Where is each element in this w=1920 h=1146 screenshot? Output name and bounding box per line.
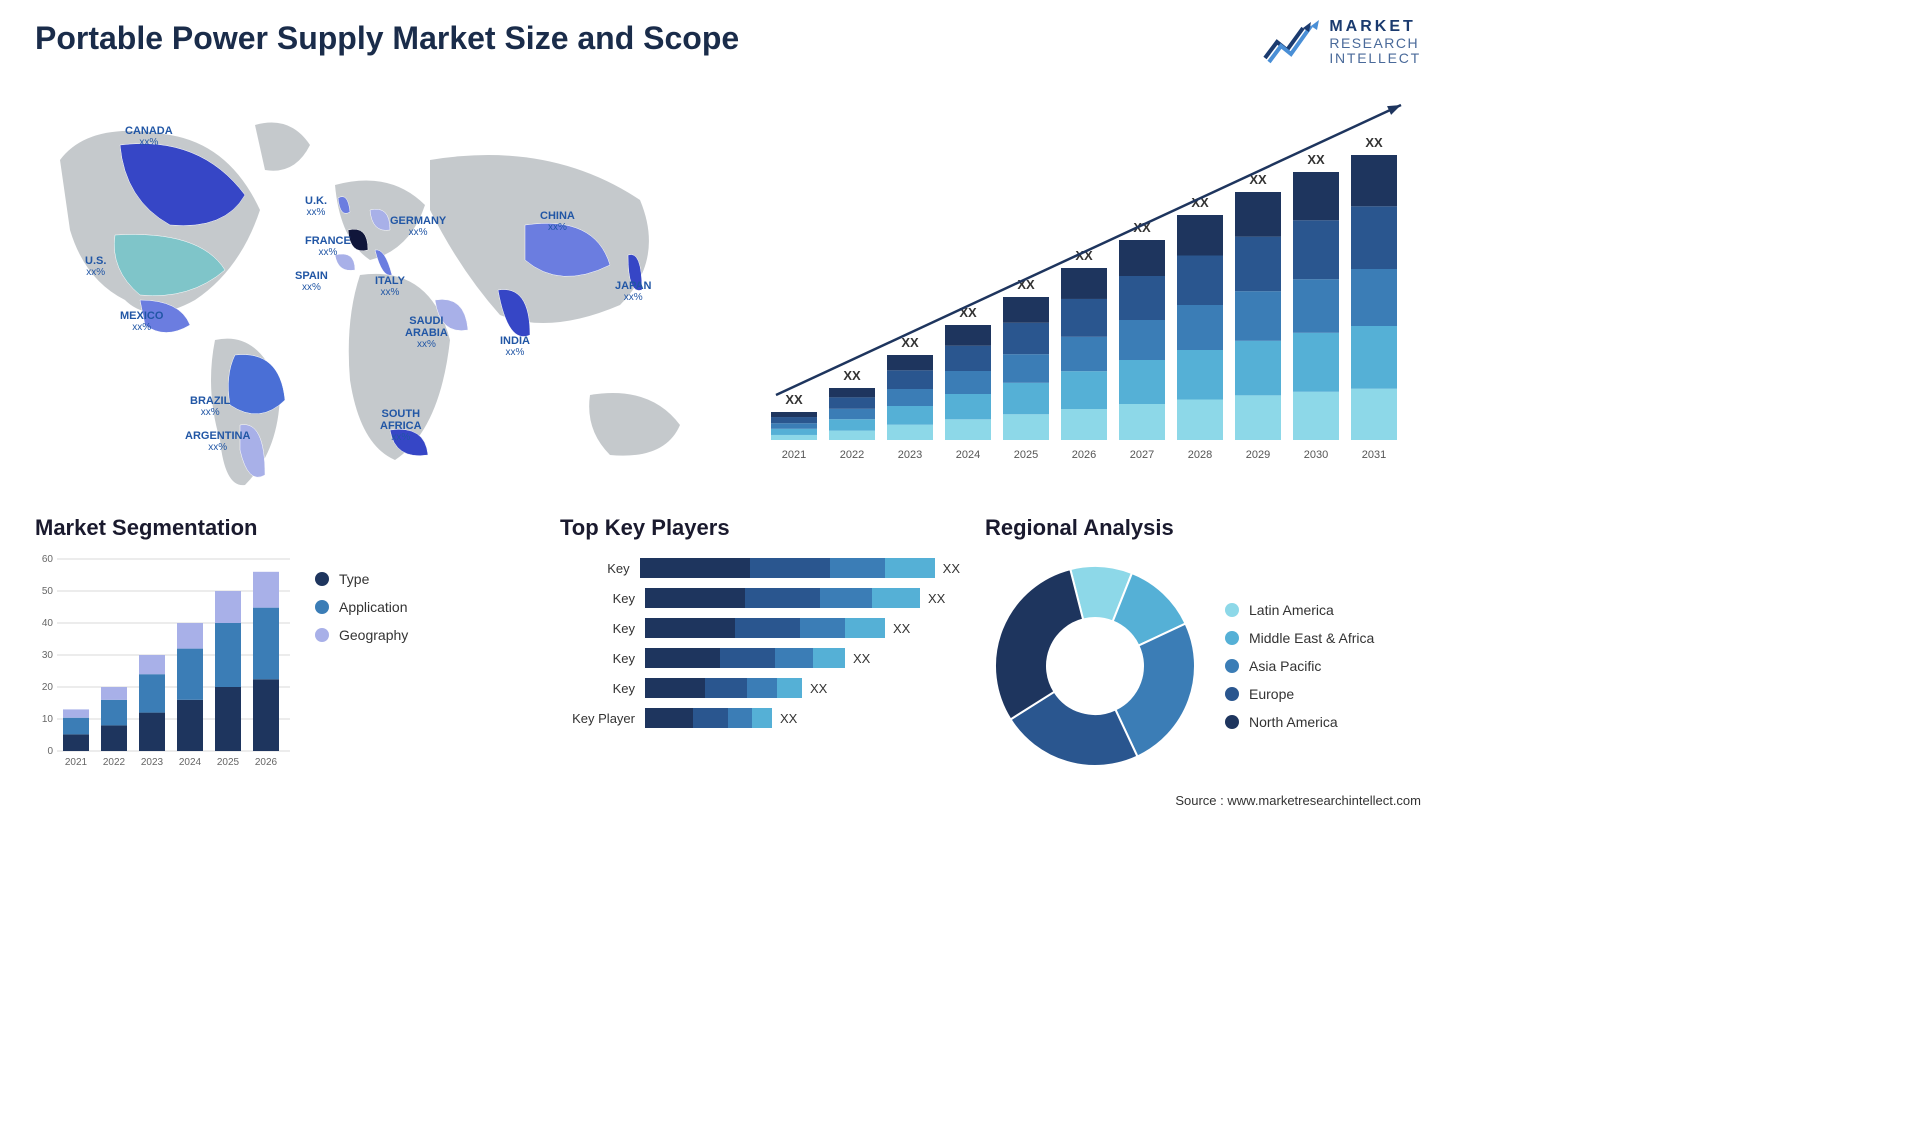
- regional-panel: Regional Analysis Latin America Middle Ea…: [985, 515, 1425, 785]
- brand-logo: MARKET RESEARCH INTELLECT: [1263, 18, 1421, 66]
- svg-text:20: 20: [42, 682, 54, 693]
- segmentation-chart: 0 10 20 30 40 50 60 2021 2022 2023 2024 2025 2026: [35, 551, 290, 766]
- legend-item: North America: [1225, 714, 1374, 730]
- player-row: Key XX: [560, 613, 960, 643]
- svg-text:2023: 2023: [898, 449, 922, 461]
- player-value: XX: [772, 711, 797, 726]
- svg-text:2021: 2021: [782, 449, 806, 461]
- svg-text:2022: 2022: [103, 757, 126, 766]
- segmentation-legend: Type Application Geography: [315, 571, 408, 766]
- svg-text:2024: 2024: [956, 449, 980, 461]
- map-label: INDIAxx%: [500, 335, 530, 358]
- segmentation-panel: Market Segmentation 0 10 20 30 40 50 60 2021 202…: [35, 515, 455, 785]
- player-bar: XX: [645, 648, 960, 668]
- logo-text-1: MARKET: [1329, 18, 1421, 36]
- player-value: XX: [845, 651, 870, 666]
- svg-text:XX: XX: [959, 305, 977, 320]
- map-label: BRAZILxx%: [190, 395, 230, 418]
- svg-text:2025: 2025: [1014, 449, 1038, 461]
- player-value: XX: [885, 621, 910, 636]
- player-bar: XX: [645, 708, 960, 728]
- svg-text:2022: 2022: [840, 449, 864, 461]
- player-label: Key: [560, 561, 640, 576]
- players-title: Top Key Players: [560, 515, 960, 541]
- regional-legend: Latin America Middle East & Africa Asia Pa…: [1225, 602, 1374, 730]
- svg-text:2028: 2028: [1188, 449, 1212, 461]
- svg-text:XX: XX: [785, 392, 803, 407]
- svg-text:0: 0: [47, 746, 53, 757]
- svg-text:2030: 2030: [1304, 449, 1328, 461]
- svg-text:2031: 2031: [1362, 449, 1386, 461]
- map-label: MEXICOxx%: [120, 310, 163, 333]
- svg-text:2026: 2026: [1072, 449, 1096, 461]
- player-row: Key Player XX: [560, 703, 960, 733]
- svg-text:40: 40: [42, 618, 54, 629]
- svg-text:2026: 2026: [255, 757, 278, 766]
- legend-item: Application: [315, 599, 408, 615]
- players-list: Key XX Key XX Key XX Key XX Key XX Key Player XX: [560, 553, 960, 733]
- player-value: XX: [920, 591, 945, 606]
- player-row: Key XX: [560, 673, 960, 703]
- player-label: Key: [560, 651, 645, 666]
- player-label: Key Player: [560, 711, 645, 726]
- source-text: Source : www.marketresearchintellect.com: [1175, 793, 1421, 808]
- player-label: Key: [560, 621, 645, 636]
- svg-text:2021: 2021: [65, 757, 88, 766]
- world-map-panel: CANADAxx% U.S.xx% MEXICOxx% BRAZILxx% ARGENT…: [30, 90, 710, 490]
- svg-text:50: 50: [42, 586, 54, 597]
- player-row: Key XX: [560, 583, 960, 613]
- logo-text-2: RESEARCH: [1329, 36, 1421, 51]
- map-label: CANADAxx%: [125, 125, 173, 148]
- svg-text:60: 60: [42, 554, 54, 565]
- svg-text:XX: XX: [901, 335, 919, 350]
- regional-donut: [985, 551, 1205, 781]
- player-row: Key XX: [560, 553, 960, 583]
- forecast-chart-svg: XX2021XX2022XX2023XX2024XX2025XX2026XX20…: [761, 95, 1421, 465]
- map-label: SPAINxx%: [295, 270, 328, 293]
- player-bar: XX: [645, 618, 960, 638]
- svg-text:2023: 2023: [141, 757, 164, 766]
- map-label: ITALYxx%: [375, 275, 405, 298]
- svg-text:2027: 2027: [1130, 449, 1154, 461]
- map-label: U.S.xx%: [85, 255, 106, 278]
- map-label: U.K.xx%: [305, 195, 327, 218]
- player-bar: XX: [645, 588, 960, 608]
- players-panel: Top Key Players Key XX Key XX Key XX Key XX Key X…: [560, 515, 960, 785]
- legend-item: Latin America: [1225, 602, 1374, 618]
- svg-text:30: 30: [42, 650, 54, 661]
- map-label: SOUTHAFRICAxx%: [380, 408, 422, 443]
- svg-text:2025: 2025: [217, 757, 240, 766]
- legend-item: Asia Pacific: [1225, 658, 1374, 674]
- svg-text:2029: 2029: [1246, 449, 1270, 461]
- world-map: [30, 90, 710, 490]
- forecast-chart: XX2021XX2022XX2023XX2024XX2025XX2026XX20…: [761, 95, 1421, 465]
- player-bar: XX: [640, 558, 960, 578]
- map-label: GERMANYxx%: [390, 215, 446, 238]
- logo-text-3: INTELLECT: [1329, 51, 1421, 66]
- legend-item: Middle East & Africa: [1225, 630, 1374, 646]
- map-label: ARGENTINAxx%: [185, 430, 250, 453]
- map-label: FRANCExx%: [305, 235, 351, 258]
- svg-text:XX: XX: [1307, 152, 1325, 167]
- page-title: Portable Power Supply Market Size and Sc…: [35, 20, 739, 57]
- legend-item: Type: [315, 571, 408, 587]
- player-value: XX: [802, 681, 827, 696]
- logo-mark-icon: [1263, 20, 1319, 64]
- player-value: XX: [935, 561, 960, 576]
- svg-text:XX: XX: [1365, 135, 1383, 150]
- regional-title: Regional Analysis: [985, 515, 1425, 541]
- player-bar: XX: [645, 678, 960, 698]
- legend-item: Geography: [315, 627, 408, 643]
- map-label: SAUDIARABIAxx%: [405, 315, 448, 350]
- player-row: Key XX: [560, 643, 960, 673]
- svg-text:XX: XX: [843, 368, 861, 383]
- svg-text:2024: 2024: [179, 757, 202, 766]
- map-label: CHINAxx%: [540, 210, 575, 233]
- player-label: Key: [560, 591, 645, 606]
- legend-item: Europe: [1225, 686, 1374, 702]
- segmentation-title: Market Segmentation: [35, 515, 455, 541]
- player-label: Key: [560, 681, 645, 696]
- svg-text:10: 10: [42, 714, 54, 725]
- map-label: JAPANxx%: [615, 280, 651, 303]
